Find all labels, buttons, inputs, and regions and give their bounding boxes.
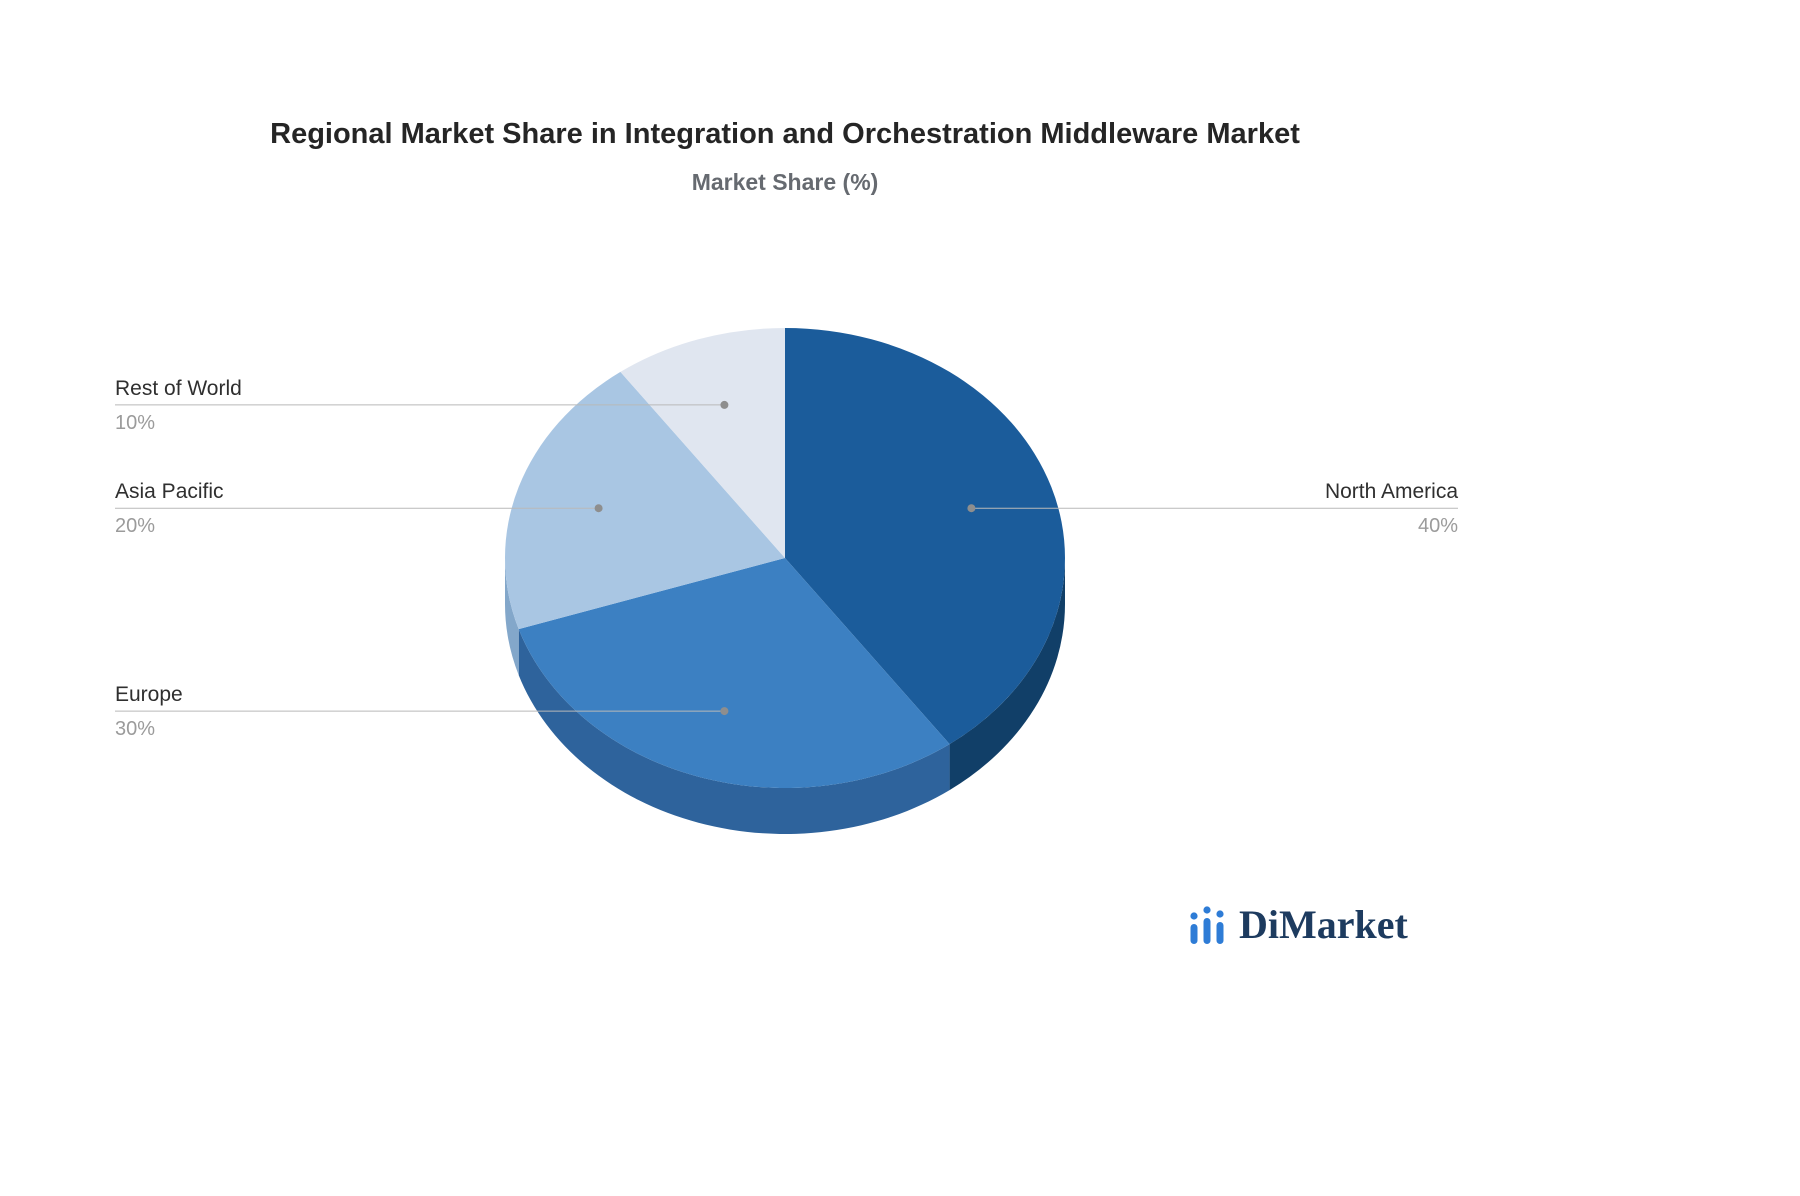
slice-label-name: North America bbox=[1324, 480, 1458, 504]
slice-label-value: 10% bbox=[115, 411, 156, 434]
leader-dot-rest-of-world bbox=[720, 400, 729, 409]
slice-label-name: Asia Pacific bbox=[115, 480, 224, 504]
pie-slice-side-europe bbox=[518, 629, 950, 834]
slice-label-value: 30% bbox=[115, 718, 156, 741]
chart-title: Regional Market Share in Integration and… bbox=[270, 118, 1300, 150]
slice-label-value: 40% bbox=[1417, 515, 1458, 538]
dimarket-logo: DiMarket bbox=[1188, 902, 1408, 948]
pie-slice-rest-of-world[interactable] bbox=[620, 328, 785, 558]
chart-container: Regional Market Share in Integration and… bbox=[115, 118, 1458, 948]
slice-label-name: Rest of World bbox=[115, 376, 242, 400]
pie-slice-north-america[interactable] bbox=[785, 328, 1065, 745]
bar-chart-icon bbox=[1190, 906, 1224, 944]
chart-subtitle: Market Share (%) bbox=[691, 169, 879, 195]
logo-text: DiMarket bbox=[1239, 902, 1408, 947]
leader-dot-north-america bbox=[967, 504, 976, 513]
pie-tops bbox=[504, 328, 1065, 788]
leader-dot-asia-pacific bbox=[594, 504, 603, 513]
pie-sides bbox=[504, 558, 1065, 834]
pie-slice-side-asia-pacific bbox=[504, 558, 519, 676]
leader-dot-europe bbox=[720, 707, 729, 716]
slice-label-value: 20% bbox=[115, 515, 156, 538]
pie-slice-asia-pacific[interactable] bbox=[504, 371, 785, 630]
pie-slice-side-north-america bbox=[949, 558, 1065, 791]
slice-label-name: Europe bbox=[115, 683, 183, 707]
leader-lines bbox=[115, 400, 1458, 716]
pie-chart bbox=[115, 328, 1458, 834]
pie-slice-europe[interactable] bbox=[518, 558, 950, 788]
